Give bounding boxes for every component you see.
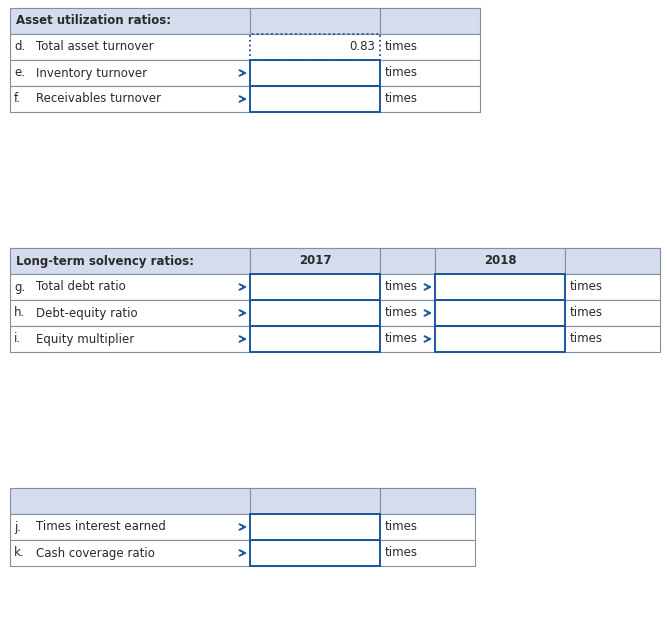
Bar	[250, 540, 380, 566]
Bar	[565, 248, 660, 274]
Bar	[250, 34, 380, 60]
Text: times: times	[385, 66, 418, 80]
Bar	[250, 488, 380, 514]
Bar	[10, 540, 475, 566]
Text: times: times	[385, 281, 418, 293]
Text: times: times	[385, 93, 418, 105]
Text: Times interest earned: Times interest earned	[36, 521, 166, 533]
Bar	[380, 488, 475, 514]
Bar	[10, 326, 660, 352]
Bar	[250, 8, 380, 34]
Text: Total asset turnover: Total asset turnover	[36, 40, 154, 54]
Bar	[380, 8, 480, 34]
Bar	[10, 34, 480, 60]
Bar	[250, 514, 380, 540]
Bar	[435, 274, 565, 300]
Text: k.: k.	[14, 546, 25, 560]
Text: Equity multiplier: Equity multiplier	[36, 333, 134, 346]
Bar	[10, 300, 660, 326]
Bar	[250, 300, 380, 326]
Text: d.: d.	[14, 40, 25, 54]
Text: times: times	[385, 307, 418, 319]
Text: times: times	[570, 333, 603, 346]
Bar	[10, 8, 480, 34]
Text: h.: h.	[14, 307, 25, 319]
Text: Receivables turnover: Receivables turnover	[36, 93, 161, 105]
Text: 2018: 2018	[484, 254, 516, 268]
Text: times: times	[570, 307, 603, 319]
Bar	[250, 274, 380, 300]
Text: Total debt ratio: Total debt ratio	[36, 281, 126, 293]
Text: Long-term solvency ratios:: Long-term solvency ratios:	[16, 254, 194, 268]
Bar	[250, 326, 380, 352]
Text: f.: f.	[14, 93, 21, 105]
Text: j.: j.	[14, 521, 21, 533]
Text: Inventory turnover: Inventory turnover	[36, 66, 147, 80]
Text: times: times	[385, 40, 418, 54]
Text: times: times	[385, 333, 418, 346]
Text: times: times	[385, 546, 418, 560]
Text: Debt-equity ratio: Debt-equity ratio	[36, 307, 138, 319]
Text: 0.83: 0.83	[349, 40, 375, 54]
Bar	[250, 60, 380, 86]
Text: Asset utilization ratios:: Asset utilization ratios:	[16, 15, 171, 28]
Bar	[435, 326, 565, 352]
Bar	[435, 300, 565, 326]
Bar	[10, 514, 475, 540]
Bar	[380, 248, 435, 274]
Text: Cash coverage ratio: Cash coverage ratio	[36, 546, 155, 560]
Bar	[10, 248, 660, 274]
Bar	[10, 274, 660, 300]
Text: times: times	[385, 521, 418, 533]
Bar	[250, 248, 380, 274]
Bar	[10, 248, 250, 274]
Bar	[10, 86, 480, 112]
Bar	[10, 488, 475, 514]
Bar	[435, 248, 565, 274]
Bar	[10, 60, 480, 86]
Text: 2017: 2017	[299, 254, 331, 268]
Text: i.: i.	[14, 333, 21, 346]
Bar	[250, 86, 380, 112]
Text: times: times	[570, 281, 603, 293]
Text: g.: g.	[14, 281, 25, 293]
Text: e.: e.	[14, 66, 25, 80]
